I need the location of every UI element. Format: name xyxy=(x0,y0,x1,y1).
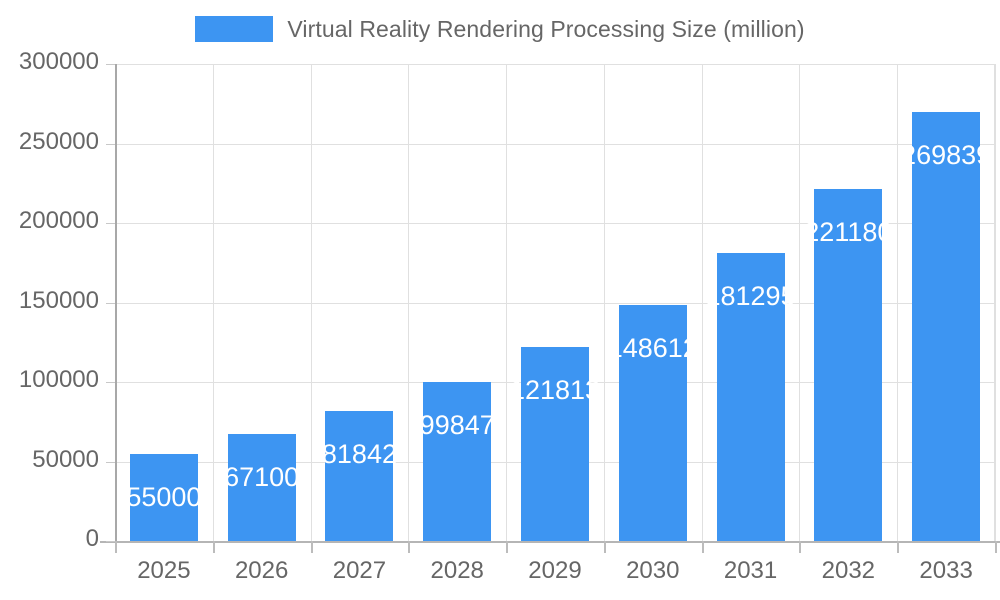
gridline-horizontal xyxy=(115,302,995,304)
y-tick-mark xyxy=(106,303,115,304)
legend-label: Virtual Reality Rendering Processing Siz… xyxy=(287,15,805,42)
x-tick-mark xyxy=(604,541,606,553)
chart-legend: Virtual Reality Rendering Processing Siz… xyxy=(0,12,1000,46)
y-tick-mark xyxy=(106,144,115,145)
y-tick-mark xyxy=(106,382,115,383)
bar[interactable] xyxy=(325,411,393,541)
x-tick-mark xyxy=(995,541,997,553)
y-axis-line xyxy=(115,64,117,542)
y-tick-label: 50000 xyxy=(32,445,99,473)
x-tick-mark xyxy=(311,541,313,553)
y-tick-mark xyxy=(106,462,115,463)
gridline-horizontal xyxy=(115,64,995,65)
bar[interactable] xyxy=(814,189,882,541)
x-tick-mark xyxy=(408,541,410,553)
x-tick-label: 2031 xyxy=(723,557,778,584)
gridline-vertical xyxy=(702,64,703,541)
y-tick-label: 150000 xyxy=(18,286,99,314)
bar[interactable] xyxy=(912,112,980,541)
x-tick-mark xyxy=(702,541,704,553)
x-tick-label: 2025 xyxy=(137,557,191,584)
x-tick-label: 2029 xyxy=(528,557,582,584)
x-tick-label: 2026 xyxy=(234,557,289,584)
gridline-horizontal xyxy=(115,223,995,224)
bar[interactable] xyxy=(130,454,198,541)
plot-area xyxy=(115,64,996,542)
gridline-vertical xyxy=(311,64,312,541)
gridline-vertical xyxy=(799,64,800,541)
bar[interactable] xyxy=(228,434,296,541)
y-tick-label: 300000 xyxy=(18,48,99,75)
x-tick-mark xyxy=(115,541,117,553)
y-tick-mark xyxy=(106,64,115,65)
gridline-vertical xyxy=(897,64,898,541)
legend-color-swatch xyxy=(195,16,274,42)
y-tick-mark xyxy=(106,223,115,224)
x-tick-label: 2030 xyxy=(626,557,680,584)
x-tick-label: 2027 xyxy=(332,557,387,584)
y-tick-label: 200000 xyxy=(18,207,99,234)
x-tick-label: 2032 xyxy=(821,557,876,584)
gridline-vertical xyxy=(995,64,996,541)
gridline-horizontal xyxy=(115,143,995,145)
y-tick-label: 0 xyxy=(85,525,99,552)
bar[interactable] xyxy=(423,382,491,541)
x-tick-label: 2028 xyxy=(430,557,484,584)
x-tick-mark xyxy=(506,541,508,553)
x-tick-mark xyxy=(213,541,215,553)
gridline-vertical xyxy=(604,64,605,541)
gridline-vertical xyxy=(506,64,507,541)
y-tick-mark xyxy=(106,541,115,542)
gridline-vertical xyxy=(213,64,214,541)
x-tick-label: 2033 xyxy=(919,557,973,584)
y-tick-label: 100000 xyxy=(18,366,99,393)
x-axis-line xyxy=(100,541,1000,543)
bar[interactable] xyxy=(521,347,589,541)
y-tick-label: 250000 xyxy=(18,127,99,155)
gridline-vertical xyxy=(408,64,409,541)
x-tick-mark xyxy=(799,541,801,553)
x-tick-mark xyxy=(897,541,899,553)
bar[interactable] xyxy=(619,305,687,541)
bar[interactable] xyxy=(717,253,785,541)
